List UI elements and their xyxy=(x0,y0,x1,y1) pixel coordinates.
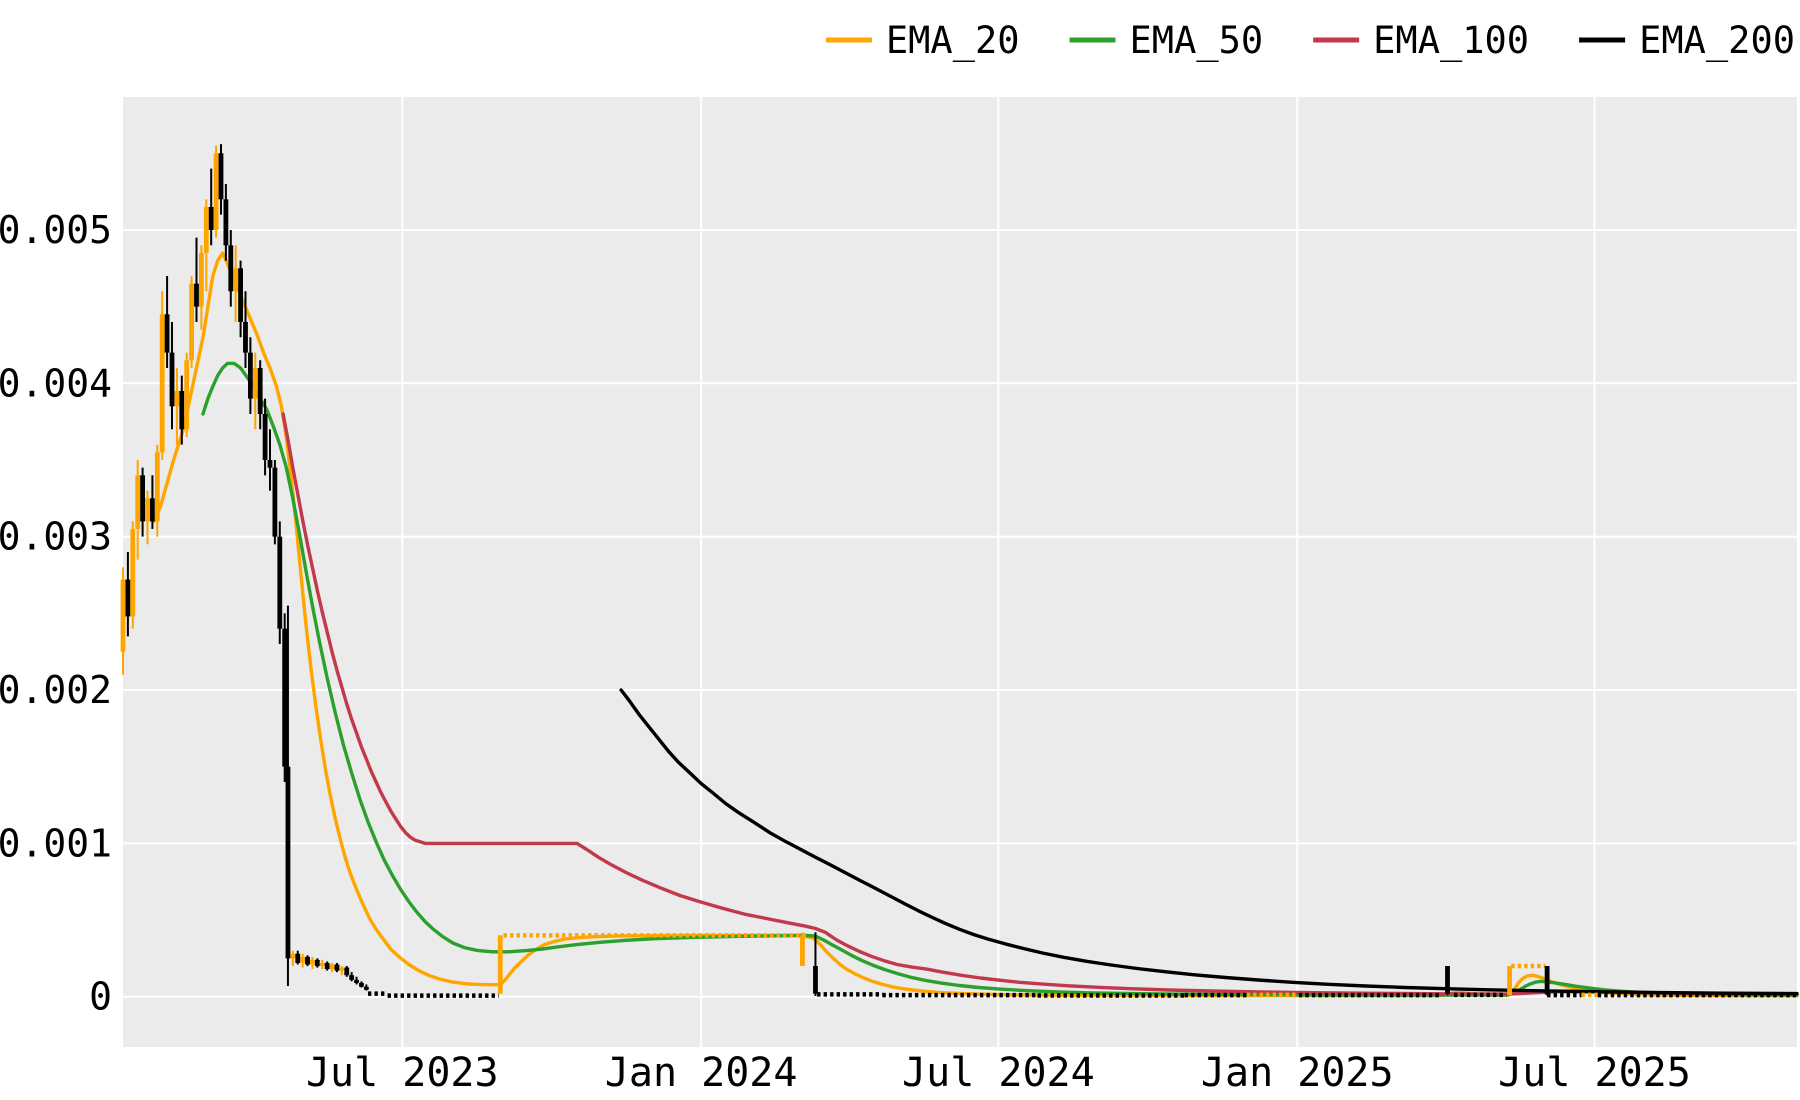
candle-body xyxy=(169,352,175,407)
candle-body xyxy=(247,352,253,399)
candle-body xyxy=(189,283,194,361)
candle-body xyxy=(164,314,170,353)
candle-body xyxy=(813,966,818,994)
y-tick-label: 0.001 xyxy=(0,821,112,865)
candle-body xyxy=(1544,966,1550,995)
y-tick-label: 0.004 xyxy=(0,361,112,405)
candle-body xyxy=(359,982,364,987)
candle-body xyxy=(363,986,369,990)
candle-body xyxy=(223,199,229,246)
y-tick-label: 0.003 xyxy=(0,515,112,559)
candle-body xyxy=(300,956,306,963)
candles xyxy=(120,144,1550,996)
candle-body xyxy=(1507,966,1512,996)
candle-body xyxy=(198,252,204,307)
candle-body xyxy=(238,268,243,322)
candle-body xyxy=(285,766,291,959)
candle-body xyxy=(135,475,141,529)
candle-body xyxy=(184,360,190,430)
legend-item-ema-200: EMA_200 xyxy=(1579,19,1795,63)
ema-200-line xyxy=(619,688,1799,996)
candle-body xyxy=(290,953,296,959)
candle-body xyxy=(154,452,160,522)
x-tick-label: Jul 2025 xyxy=(1498,1050,1691,1096)
candle-body xyxy=(267,459,273,468)
candle-body xyxy=(130,528,136,617)
ema-50-line xyxy=(201,361,1799,997)
candle-body xyxy=(1445,966,1450,994)
candle-body xyxy=(799,935,805,967)
candle-body xyxy=(277,536,283,629)
x-tick-label: Jul 2023 xyxy=(306,1050,499,1096)
candle-body xyxy=(319,962,325,967)
legend-item-ema-100: EMA_100 xyxy=(1313,19,1529,63)
candle-body xyxy=(208,206,214,230)
candle-body xyxy=(310,959,315,965)
candle-body xyxy=(120,579,126,652)
candle-body xyxy=(213,153,219,230)
candle-body xyxy=(344,967,350,976)
y-tick-label: 0 xyxy=(89,975,112,1019)
candle-body xyxy=(324,962,330,970)
x-tick-label: Jul 2024 xyxy=(902,1050,1095,1096)
candle-body xyxy=(282,628,288,767)
candle-body xyxy=(145,498,150,522)
legend-item-ema-20: EMA_20 xyxy=(825,19,1020,63)
candle-body xyxy=(354,979,359,983)
x-tick-label: Jan 2024 xyxy=(605,1050,798,1096)
candle-body xyxy=(257,367,263,414)
y-tick-label: 0.005 xyxy=(0,208,112,252)
candle-body xyxy=(314,959,320,967)
candle-body xyxy=(497,935,503,994)
candle-body xyxy=(149,498,155,522)
legend-label: EMA_100 xyxy=(1373,19,1529,63)
legend-label: EMA_20 xyxy=(886,19,1020,63)
legend: EMA_20 EMA_50 EMA_100 EMA_200 xyxy=(825,19,1795,63)
y-tick-label: 0.002 xyxy=(0,668,112,712)
candle-body xyxy=(233,268,239,292)
candle-body xyxy=(334,964,340,971)
candle-body xyxy=(295,953,301,963)
candle-body xyxy=(272,467,278,537)
plot-area xyxy=(123,97,1797,1047)
legend-label: EMA_200 xyxy=(1639,19,1795,63)
candle-body xyxy=(339,967,345,971)
candle-body xyxy=(305,956,310,965)
candle-body xyxy=(140,475,145,522)
candle-body xyxy=(218,153,224,200)
candle-body xyxy=(159,314,165,453)
candle-body xyxy=(252,367,258,399)
gridlines xyxy=(123,97,1797,1047)
doji-price-runs xyxy=(367,933,1797,998)
candle-body xyxy=(174,390,180,407)
x-tick-label: Jan 2025 xyxy=(1201,1050,1394,1096)
x-axis-labels: Jul 2023 Jan 2024 Jul 2024 Jan 2025 Jul 2025 xyxy=(306,1050,1691,1096)
y-axis-labels: 0 0.001 0.002 0.003 0.004 0.005 xyxy=(0,208,112,1019)
candle-body xyxy=(194,283,199,307)
candle-body xyxy=(228,245,234,292)
candle-body xyxy=(243,321,248,353)
legend-item-ema-50: EMA_50 xyxy=(1069,19,1264,63)
candle-body xyxy=(179,390,185,430)
candle-body xyxy=(329,964,335,970)
candle-body xyxy=(125,579,131,617)
candle-body xyxy=(262,413,268,460)
candle-body xyxy=(349,975,355,980)
candle-body xyxy=(203,206,209,253)
legend-label: EMA_50 xyxy=(1130,19,1264,63)
